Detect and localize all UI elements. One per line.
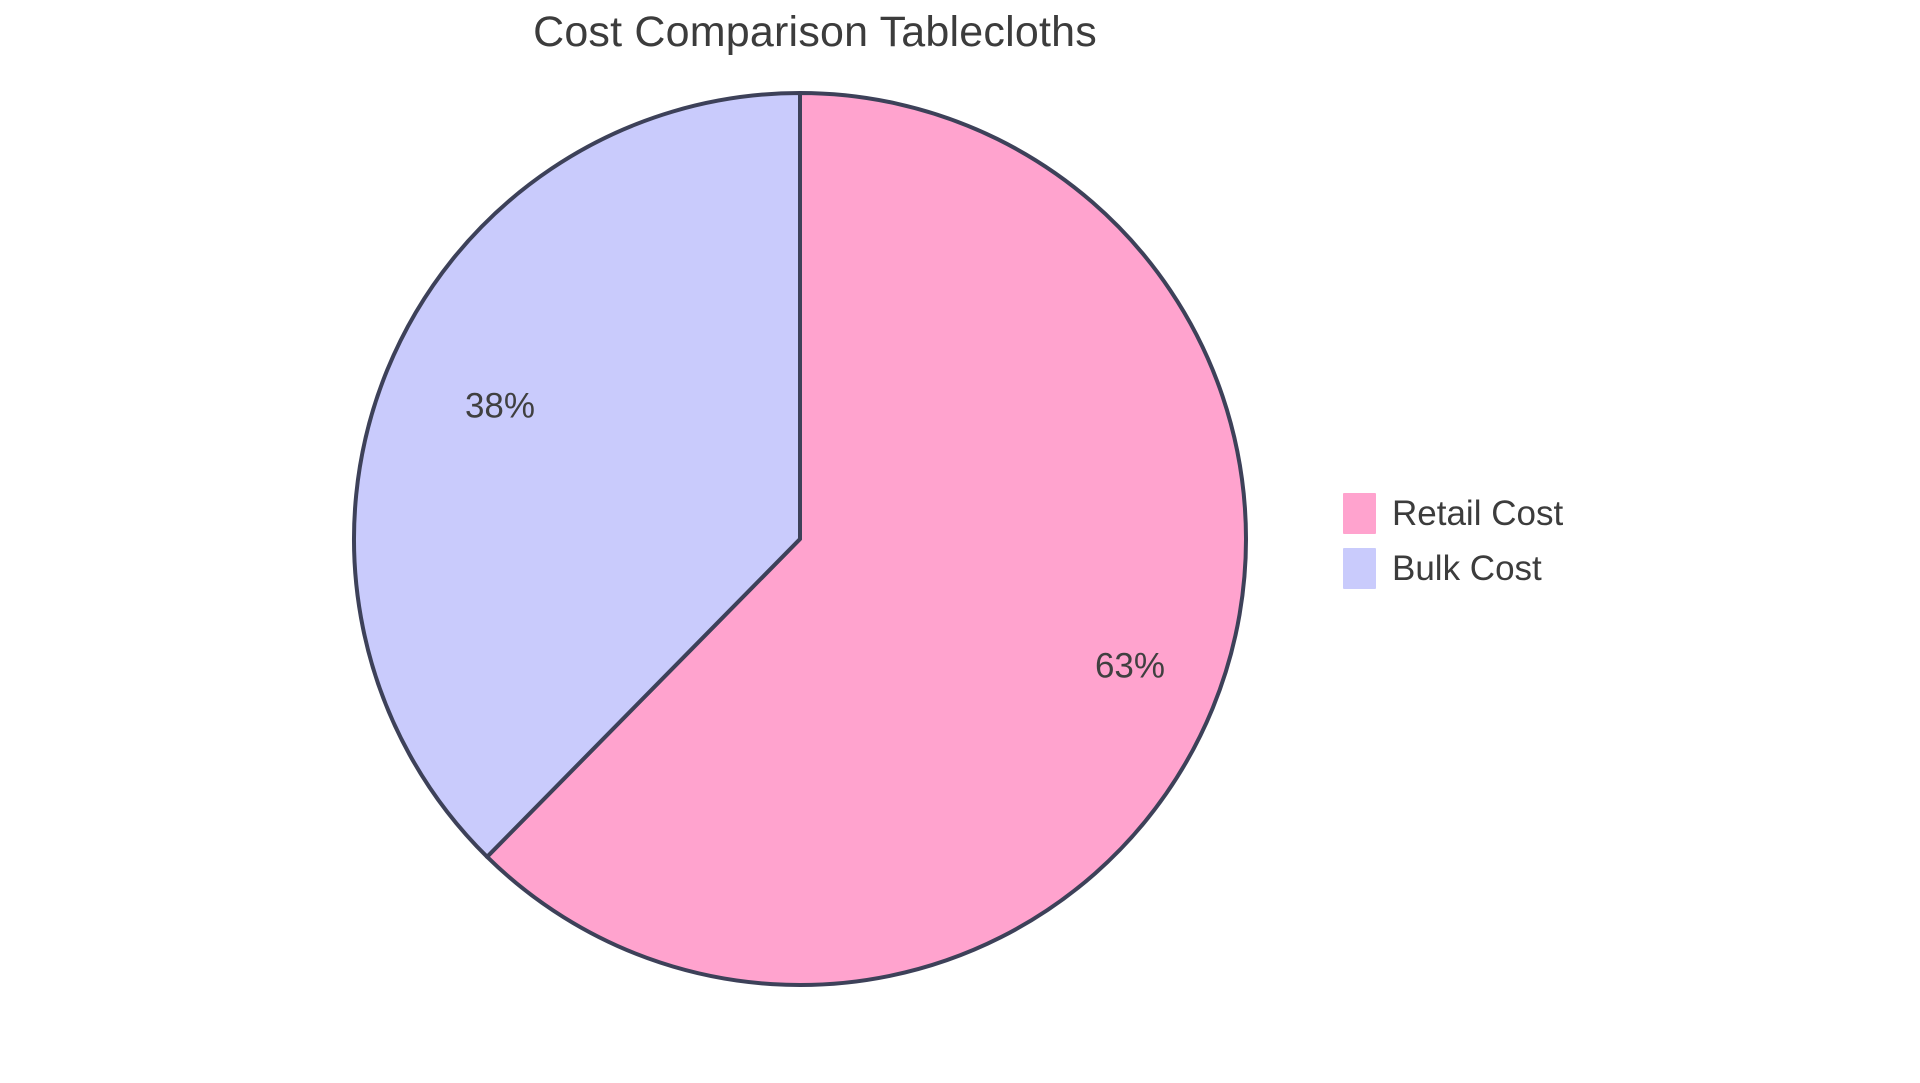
pie-slice-bulk-cost[interactable] xyxy=(352,91,802,859)
legend-swatch-retail-cost xyxy=(1343,492,1376,534)
legend-item-bulk-cost[interactable]: Bulk Cost xyxy=(1343,547,1563,589)
pie-slice-label-bulk-cost: 38% xyxy=(465,386,535,425)
legend-item-retail-cost[interactable]: Retail Cost xyxy=(1343,492,1563,534)
legend-label-bulk-cost: Bulk Cost xyxy=(1392,548,1542,588)
chart-legend: Retail Cost Bulk Cost xyxy=(1343,492,1563,589)
legend-label-retail-cost: Retail Cost xyxy=(1392,493,1564,533)
pie-slice-label-retail-cost: 63% xyxy=(1095,646,1165,685)
pie-slice-labels-group: 63% 38% xyxy=(465,386,1165,685)
legend-swatch-bulk-cost xyxy=(1343,547,1376,589)
pie-slices-group xyxy=(352,91,1248,987)
chart-title: Cost Comparison Tablecloths xyxy=(533,8,1097,56)
pie-slice-retail-cost[interactable] xyxy=(485,91,1248,987)
